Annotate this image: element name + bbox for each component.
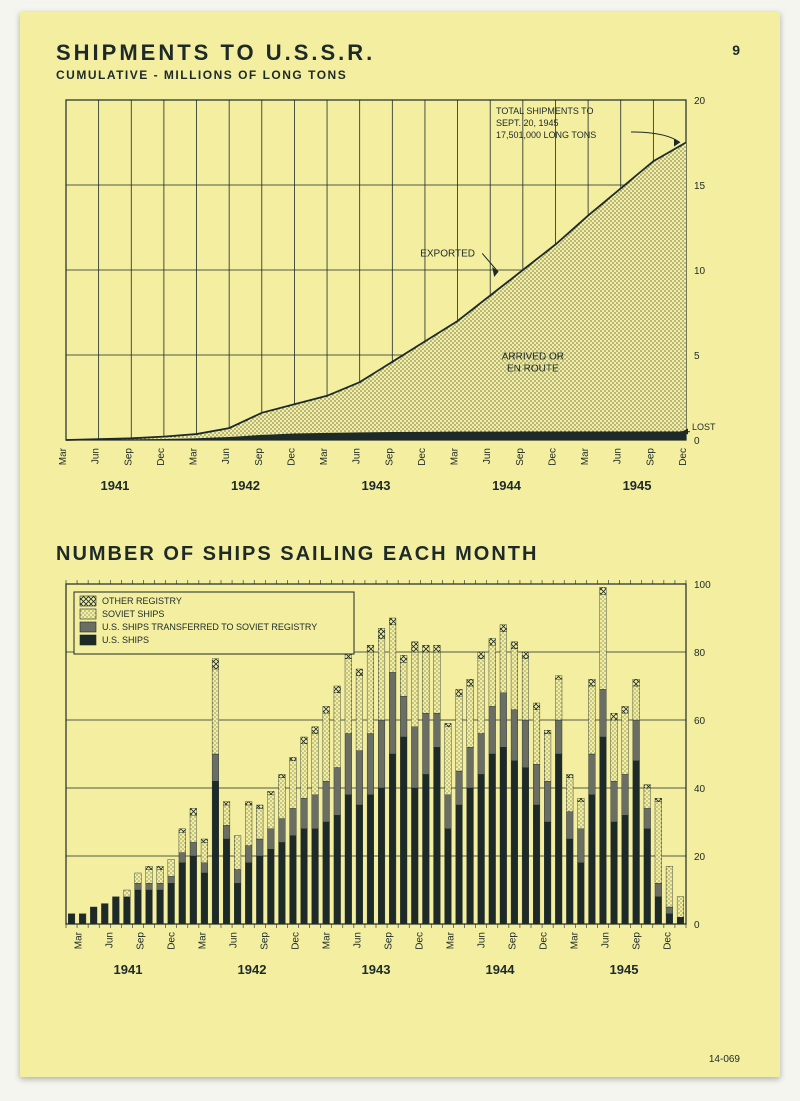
svg-text:1943: 1943 [362, 962, 391, 977]
svg-text:Dec: Dec [286, 448, 297, 466]
svg-text:Mar: Mar [319, 447, 330, 465]
svg-text:Jun: Jun [221, 448, 232, 464]
svg-text:Sep: Sep [515, 448, 526, 466]
svg-text:Dec: Dec [167, 932, 178, 950]
svg-text:20: 20 [694, 852, 706, 863]
svg-text:Jun: Jun [613, 448, 624, 464]
svg-text:60: 60 [694, 716, 706, 727]
svg-text:1945: 1945 [623, 478, 652, 493]
svg-text:Mar: Mar [58, 447, 69, 465]
document-id: 14-069 [709, 1054, 740, 1065]
svg-text:Dec: Dec [415, 932, 426, 950]
svg-text:1942: 1942 [238, 962, 267, 977]
svg-text:Dec: Dec [663, 932, 674, 950]
svg-text:Jun: Jun [353, 932, 364, 948]
svg-text:15: 15 [694, 181, 706, 192]
svg-text:SOVIET SHIPS: SOVIET SHIPS [102, 609, 164, 619]
svg-text:1941: 1941 [114, 962, 143, 977]
svg-text:Dec: Dec [678, 448, 689, 466]
svg-text:100: 100 [694, 580, 711, 591]
svg-text:Jun: Jun [229, 932, 240, 948]
svg-text:Jun: Jun [105, 932, 116, 948]
chart1-area-chart: 0 5 10 15 20 Mar Jun Sep Dec Mar Jun Sep Dec Mar Jun Se… [56, 90, 744, 515]
svg-text:Jun: Jun [482, 448, 493, 464]
svg-text:Mar: Mar [198, 931, 209, 949]
svg-text:Mar: Mar [450, 447, 461, 465]
svg-text:40: 40 [694, 784, 706, 795]
svg-text:EN ROUTE: EN ROUTE [507, 364, 559, 375]
chart2-title: NUMBER OF SHIPS SAILING EACH MONTH [56, 543, 744, 566]
svg-text:Mar: Mar [570, 931, 581, 949]
chart1-subtitle: CUMULATIVE - MILLIONS OF LONG TONS [56, 68, 744, 82]
svg-text:EXPORTED: EXPORTED [420, 248, 475, 259]
svg-text:Sep: Sep [136, 932, 147, 950]
svg-text:Dec: Dec [156, 448, 167, 466]
svg-text:1943: 1943 [362, 478, 391, 493]
svg-text:Sep: Sep [384, 932, 395, 950]
svg-text:1945: 1945 [610, 962, 639, 977]
svg-text:Mar: Mar [322, 931, 333, 949]
svg-text:Jun: Jun [477, 932, 488, 948]
svg-text:1941: 1941 [100, 478, 129, 493]
svg-text:5: 5 [694, 351, 700, 362]
svg-text:Sep: Sep [254, 448, 265, 466]
svg-text:Dec: Dec [417, 448, 428, 466]
svg-text:Sep: Sep [508, 932, 519, 950]
svg-text:LOST: LOST [692, 422, 716, 432]
svg-text:80: 80 [694, 648, 706, 659]
svg-text:TOTAL SHIPMENTS TO: TOTAL SHIPMENTS TO [496, 106, 594, 116]
svg-text:Sep: Sep [645, 448, 656, 466]
svg-text:U.S. SHIPS TRANSFERRED TO SOVI: U.S. SHIPS TRANSFERRED TO SOVIET REGISTR… [102, 622, 317, 632]
svg-text:Dec: Dec [547, 448, 558, 466]
svg-text:1944: 1944 [486, 962, 516, 977]
chart2-bar-chart: 0 20 40 60 80 100 Mar Jun Sep Dec Mar Jun Sep Dec Mar J… [56, 574, 744, 1014]
svg-text:Dec: Dec [291, 932, 302, 950]
svg-text:Sep: Sep [384, 448, 395, 466]
svg-text:0: 0 [694, 920, 700, 931]
svg-text:Sep: Sep [260, 932, 271, 950]
svg-text:10: 10 [694, 266, 706, 277]
svg-text:Sep: Sep [632, 932, 643, 950]
svg-text:Jun: Jun [601, 932, 612, 948]
svg-text:ARRIVED OR: ARRIVED OR [502, 352, 564, 363]
svg-text:Sep: Sep [123, 448, 134, 466]
svg-text:Mar: Mar [446, 931, 457, 949]
svg-text:SEPT. 20, 1945: SEPT. 20, 1945 [496, 118, 559, 128]
svg-text:20: 20 [694, 96, 706, 107]
svg-text:Jun: Jun [352, 448, 363, 464]
svg-text:Mar: Mar [74, 931, 85, 949]
svg-text:OTHER REGISTRY: OTHER REGISTRY [102, 596, 182, 606]
svg-text:1942: 1942 [231, 478, 260, 493]
document-page: 9 SHIPMENTS TO U.S.S.R. CUMULATIVE - MIL… [20, 12, 780, 1077]
page-number: 9 [732, 42, 740, 58]
chart1-title: SHIPMENTS TO U.S.S.R. [56, 40, 744, 66]
svg-text:Mar: Mar [189, 447, 200, 465]
svg-text:Dec: Dec [539, 932, 550, 950]
svg-text:17,501,000 LONG TONS: 17,501,000 LONG TONS [496, 130, 596, 140]
svg-text:Mar: Mar [580, 447, 591, 465]
svg-text:0: 0 [694, 436, 700, 447]
svg-text:1944: 1944 [492, 478, 522, 493]
svg-text:Jun: Jun [91, 448, 102, 464]
svg-text:U.S. SHIPS: U.S. SHIPS [102, 635, 149, 645]
